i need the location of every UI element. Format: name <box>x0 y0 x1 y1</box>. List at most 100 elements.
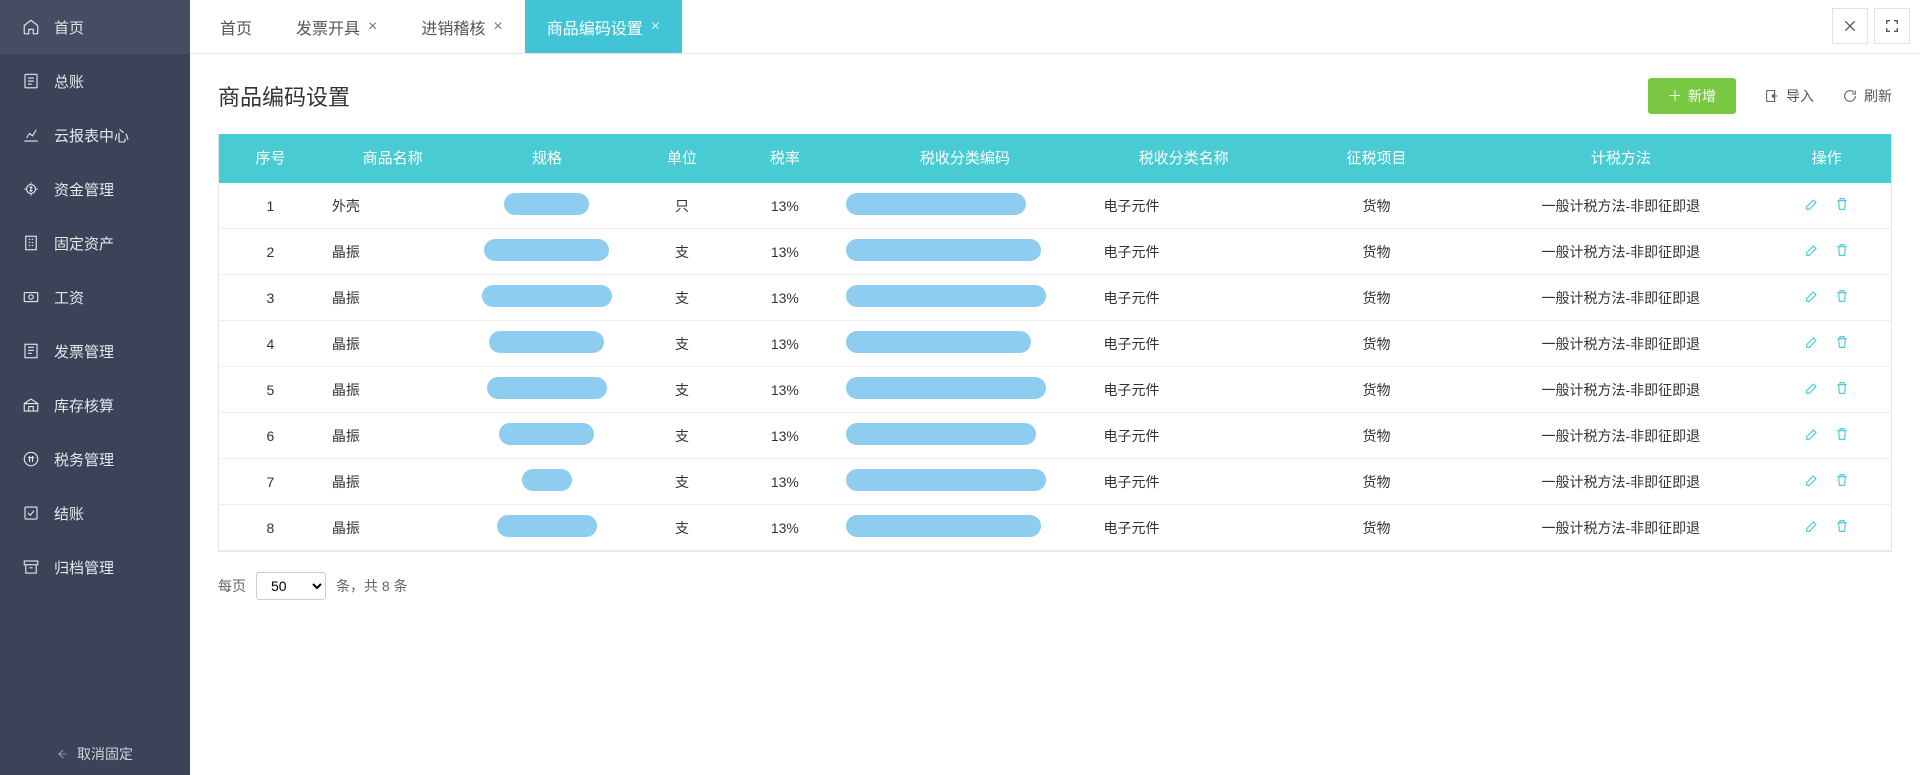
table-row: 4 晶振 支 13% 电子元件 货物 一般计税方法-非即征即退 <box>219 321 1891 367</box>
cell-meth: 一般计税方法-非即征即退 <box>1479 229 1762 275</box>
sidebar-item-archive[interactable]: 归档管理 <box>0 540 190 594</box>
cell-name: 外壳 <box>322 183 463 229</box>
cell-unit: 支 <box>631 459 734 505</box>
cell-seq: 7 <box>219 459 322 505</box>
table-row: 7 晶振 支 13% 电子元件 货物 一般计税方法-非即征即退 <box>219 459 1891 505</box>
sidebar-unpin[interactable]: 取消固定 <box>0 733 190 775</box>
cell-ops <box>1762 321 1891 367</box>
cell-proj: 货物 <box>1274 229 1480 275</box>
edit-icon[interactable] <box>1804 288 1820 304</box>
cell-unit: 支 <box>631 321 734 367</box>
cell-meth: 一般计税方法-非即征即退 <box>1479 275 1762 321</box>
cell-rate: 13% <box>733 505 836 551</box>
edit-icon[interactable] <box>1804 196 1820 212</box>
cell-meth: 一般计税方法-非即征即退 <box>1479 321 1762 367</box>
sidebar-item-label: 固定资产 <box>54 233 114 254</box>
sidebar-item-close-book[interactable]: 结账 <box>0 486 190 540</box>
delete-icon[interactable] <box>1834 288 1850 304</box>
tab-0[interactable]: 首页 <box>198 0 274 53</box>
tab-label: 首页 <box>220 15 252 39</box>
cell-spec <box>463 367 630 413</box>
cell-code <box>836 505 1093 551</box>
cell-rate: 13% <box>733 321 836 367</box>
refresh-button-label: 刷新 <box>1864 86 1892 106</box>
cell-rate: 13% <box>733 183 836 229</box>
sidebar-unpin-label: 取消固定 <box>77 744 133 764</box>
cell-code <box>836 275 1093 321</box>
fund-icon <box>22 180 40 198</box>
sidebar-item-fund[interactable]: 资金管理 <box>0 162 190 216</box>
redacted-spec <box>489 331 604 353</box>
product-code-table: 序号商品名称规格单位税率税收分类编码税收分类名称征税项目计税方法操作 1 外壳 … <box>218 134 1892 552</box>
sidebar-item-label: 发票管理 <box>54 341 114 362</box>
sidebar-item-ledger[interactable]: 总账 <box>0 54 190 108</box>
sidebar-item-invoice[interactable]: 发票管理 <box>0 324 190 378</box>
ledger-icon <box>22 72 40 90</box>
cell-seq: 4 <box>219 321 322 367</box>
sidebar-item-home[interactable]: 首页 <box>0 0 190 54</box>
cell-cat: 电子元件 <box>1094 183 1274 229</box>
sidebar-item-tax[interactable]: 税务管理 <box>0 432 190 486</box>
cell-cat: 电子元件 <box>1094 321 1274 367</box>
table-row: 6 晶振 支 13% 电子元件 货物 一般计税方法-非即征即退 <box>219 413 1891 459</box>
col-header-proj: 征税项目 <box>1274 134 1480 183</box>
fullscreen-button[interactable] <box>1874 8 1910 44</box>
sidebar-item-building[interactable]: 固定资产 <box>0 216 190 270</box>
cell-cat: 电子元件 <box>1094 459 1274 505</box>
edit-icon[interactable] <box>1804 242 1820 258</box>
delete-icon[interactable] <box>1834 518 1850 534</box>
per-page-select[interactable]: 50 <box>256 572 326 600</box>
cell-proj: 货物 <box>1274 413 1480 459</box>
cell-proj: 货物 <box>1274 275 1480 321</box>
cell-proj: 货物 <box>1274 321 1480 367</box>
import-button-label: 导入 <box>1786 86 1814 106</box>
redacted-code <box>846 515 1041 537</box>
cell-name: 晶振 <box>322 321 463 367</box>
col-header-rate: 税率 <box>733 134 836 183</box>
edit-icon[interactable] <box>1804 380 1820 396</box>
tab-3[interactable]: 商品编码设置× <box>525 0 682 53</box>
tab-close-icon[interactable]: × <box>368 19 377 35</box>
import-button[interactable]: 导入 <box>1764 86 1814 106</box>
delete-icon[interactable] <box>1834 334 1850 350</box>
cell-meth: 一般计税方法-非即征即退 <box>1479 183 1762 229</box>
tab-close-icon[interactable]: × <box>493 19 502 35</box>
cell-cat: 电子元件 <box>1094 413 1274 459</box>
redacted-code <box>846 469 1046 491</box>
cell-seq: 5 <box>219 367 322 413</box>
sidebar-item-stock[interactable]: 库存核算 <box>0 378 190 432</box>
cell-seq: 1 <box>219 183 322 229</box>
delete-icon[interactable] <box>1834 426 1850 442</box>
redacted-code <box>846 377 1046 399</box>
tab-close-icon[interactable]: × <box>651 19 660 35</box>
add-button[interactable]: ＋ 新增 <box>1648 78 1736 114</box>
delete-icon[interactable] <box>1834 380 1850 396</box>
edit-icon[interactable] <box>1804 334 1820 350</box>
redacted-code <box>846 193 1026 215</box>
edit-icon[interactable] <box>1804 472 1820 488</box>
delete-icon[interactable] <box>1834 472 1850 488</box>
sidebar-item-wage[interactable]: 工资 <box>0 270 190 324</box>
cell-unit: 支 <box>631 367 734 413</box>
cell-name: 晶振 <box>322 367 463 413</box>
cell-code <box>836 229 1093 275</box>
cell-proj: 货物 <box>1274 505 1480 551</box>
cell-ops <box>1762 183 1891 229</box>
plus-icon: ＋ <box>1668 86 1682 106</box>
redacted-spec <box>499 423 594 445</box>
refresh-button[interactable]: 刷新 <box>1842 86 1892 106</box>
col-header-unit: 单位 <box>631 134 734 183</box>
edit-icon[interactable] <box>1804 426 1820 442</box>
cell-seq: 6 <box>219 413 322 459</box>
tab-2[interactable]: 进销稽核× <box>399 0 524 53</box>
tabs-close-all-button[interactable] <box>1832 8 1868 44</box>
cell-name: 晶振 <box>322 413 463 459</box>
page-content: 商品编码设置 ＋ 新增 导入 刷新 <box>190 54 1920 775</box>
sidebar: 首页总账云报表中心资金管理固定资产工资发票管理库存核算税务管理结账归档管理 取消… <box>0 0 190 775</box>
cell-ops <box>1762 367 1891 413</box>
delete-icon[interactable] <box>1834 196 1850 212</box>
edit-icon[interactable] <box>1804 518 1820 534</box>
delete-icon[interactable] <box>1834 242 1850 258</box>
sidebar-item-chart[interactable]: 云报表中心 <box>0 108 190 162</box>
tab-1[interactable]: 发票开具× <box>274 0 399 53</box>
